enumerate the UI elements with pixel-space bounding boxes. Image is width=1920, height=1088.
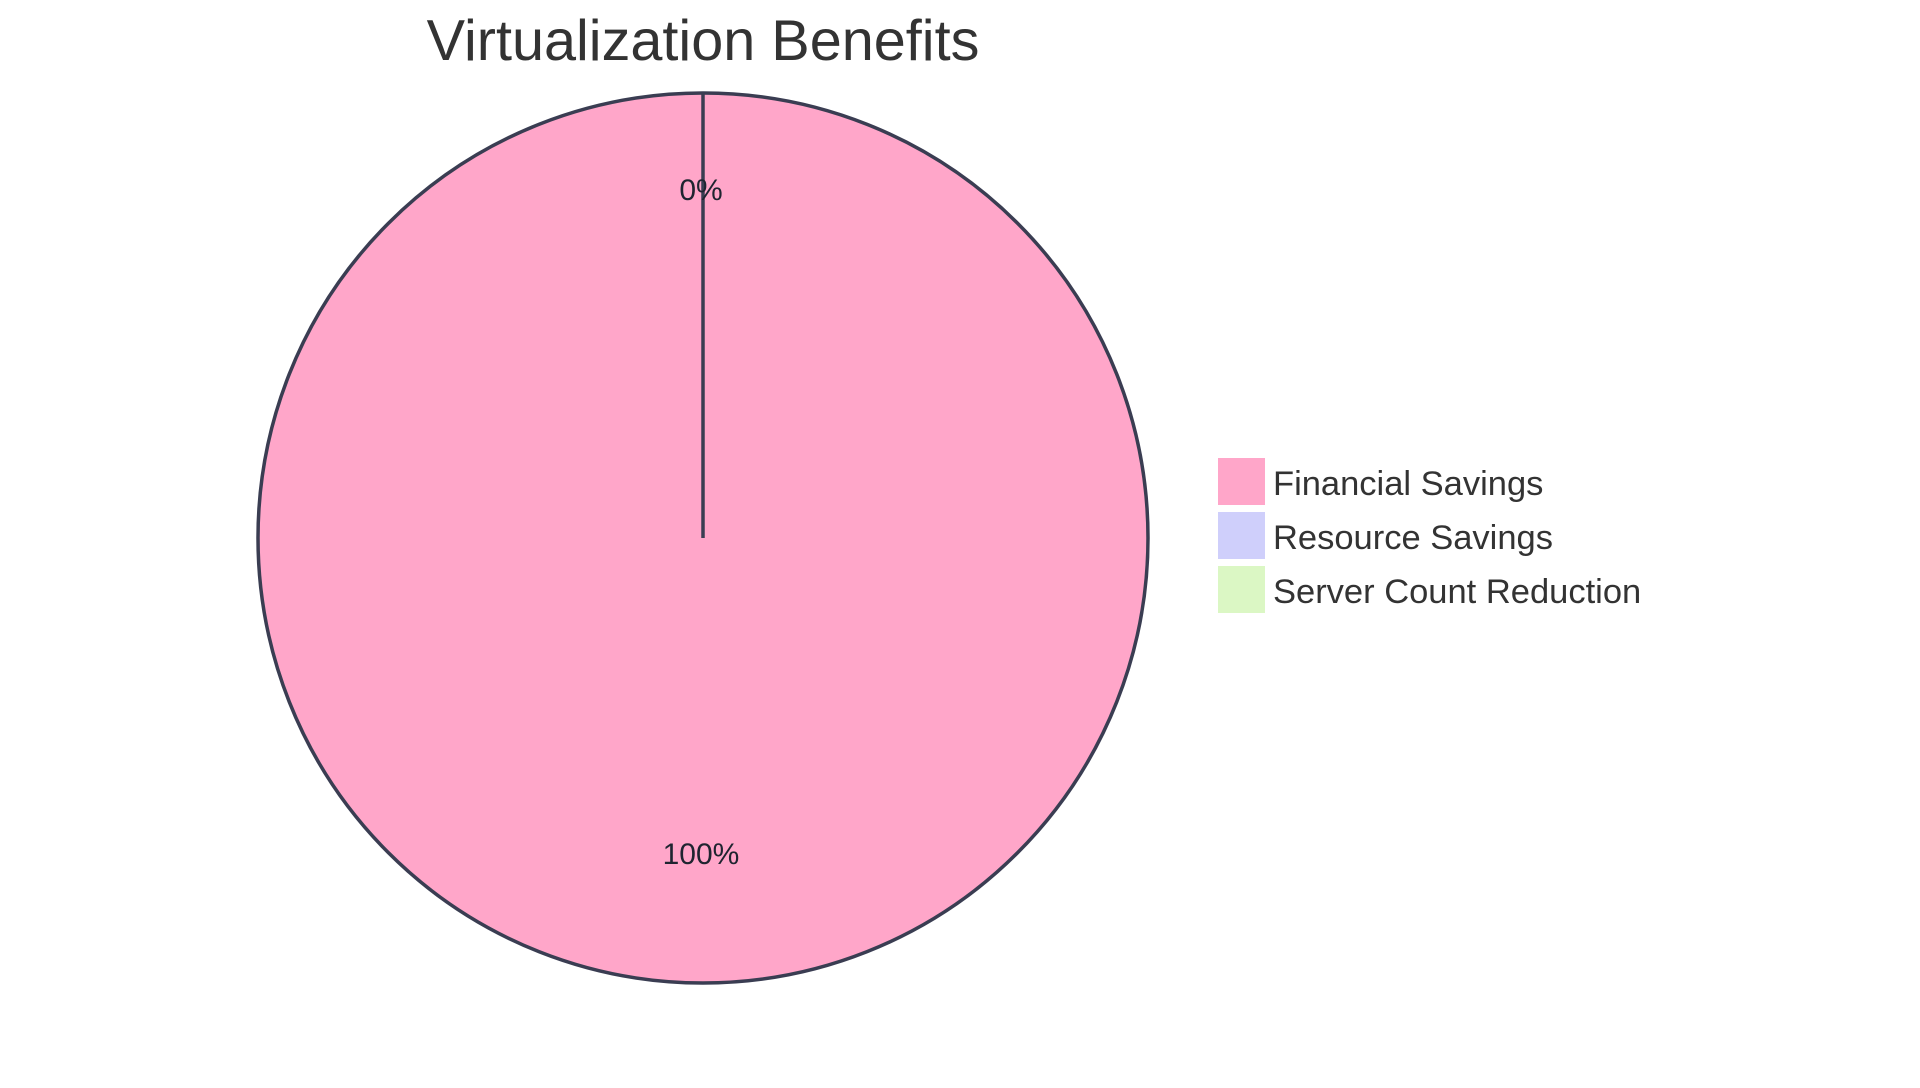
svg-text:Resource Savings: Resource Savings [1273,519,1553,557]
svg-text:Server Count Reduction: Server Count Reduction [1273,573,1641,611]
svg-text:Financial Savings: Financial Savings [1273,465,1543,503]
svg-text:Virtualization Benefits: Virtualization Benefits [427,9,980,73]
svg-text:0%: 0% [679,174,722,207]
svg-text:100%: 100% [663,838,740,871]
